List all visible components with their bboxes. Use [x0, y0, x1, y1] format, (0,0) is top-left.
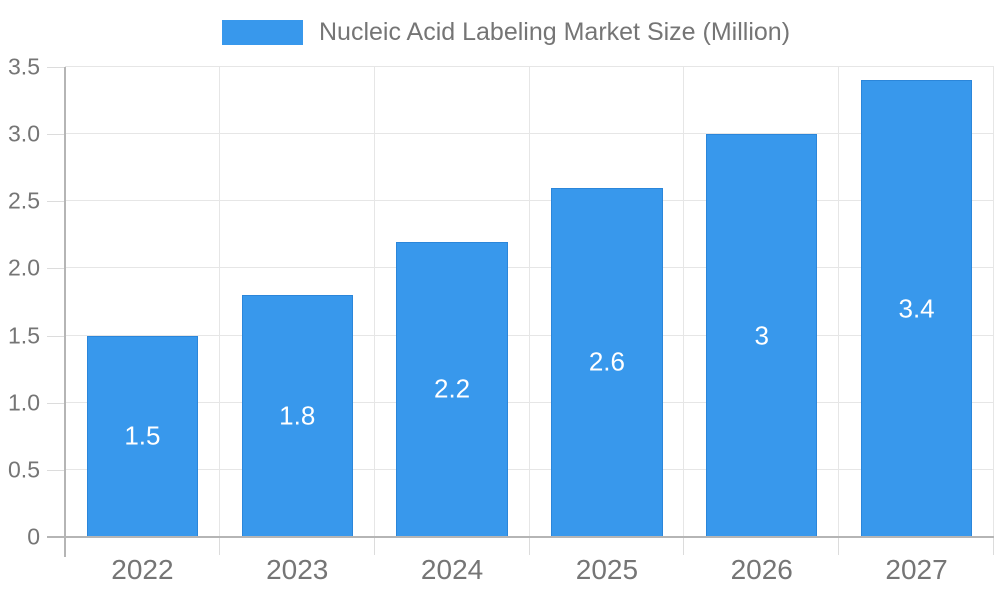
bar-value-label: 2.2 — [433, 373, 471, 404]
y-axis-line — [64, 67, 66, 557]
y-axis-tick — [47, 201, 65, 203]
x-axis-tick — [373, 538, 375, 555]
y-axis-labels: 0 0.5 1.0 1.5 2.0 2.5 3.0 3.5 — [0, 55, 40, 548]
y-axis-tick — [47, 335, 65, 337]
legend[interactable]: Nucleic Acid Labeling Market Size (Milli… — [222, 20, 790, 45]
legend-label: Nucleic Acid Labeling Market Size (Milli… — [319, 18, 791, 46]
legend-swatch — [222, 20, 303, 45]
gridline-vertical — [993, 67, 994, 537]
x-axis-tick — [683, 538, 685, 555]
gridline-vertical — [218, 67, 220, 537]
plot-area: 1.5 1.8 2.2 2.6 3 3.4 — [65, 66, 994, 537]
x-axis-labels: 2022 2023 2024 2025 2026 2027 — [65, 553, 994, 587]
gridline-vertical — [683, 67, 685, 537]
bar-value-label: 1.5 — [124, 420, 161, 451]
bar-value-label: 1.8 — [279, 400, 316, 431]
y-axis-tick — [47, 402, 65, 404]
x-axis-tick-label: 2027 — [885, 554, 948, 585]
bar-2022[interactable]: 1.5 — [86, 335, 199, 537]
x-axis-tick-label: 2026 — [730, 554, 793, 585]
bar-value-label: 3 — [754, 320, 769, 351]
bar-2026[interactable]: 3 — [706, 134, 818, 537]
y-axis-tick-label: 1.0 — [8, 389, 40, 416]
gridline-horizontal — [65, 133, 994, 135]
gridline-horizontal — [65, 200, 994, 202]
y-axis-tick-label: 2.5 — [8, 187, 40, 214]
y-axis-tick-label: 0.5 — [8, 456, 40, 483]
gridline-vertical — [838, 67, 840, 537]
x-axis-tick-label: 2022 — [111, 554, 174, 585]
bar-value-label: 2.6 — [588, 346, 625, 377]
bar-2023[interactable]: 1.8 — [241, 295, 353, 537]
x-axis-tick — [993, 538, 994, 555]
x-axis-tick — [218, 538, 220, 555]
x-axis-tick — [528, 538, 530, 555]
x-axis-tick-label: 2025 — [575, 554, 639, 585]
y-axis-tick-label: 1.5 — [8, 322, 40, 349]
y-axis-tick — [47, 67, 65, 68]
x-axis-tick-label: 2023 — [266, 554, 329, 585]
bar-value-label: 3.4 — [898, 293, 935, 324]
bar-2027[interactable]: 3.4 — [860, 80, 973, 537]
gridline-horizontal — [65, 401, 994, 403]
bar-2024[interactable]: 2.2 — [396, 241, 508, 537]
x-axis-ticks — [65, 538, 994, 555]
y-axis-tick — [47, 134, 65, 136]
gridline-horizontal — [65, 334, 994, 336]
y-axis-tick-label: 3.5 — [8, 53, 40, 80]
gridline-horizontal — [65, 66, 994, 67]
y-axis-tick — [47, 469, 65, 471]
x-axis-tick-label: 2024 — [420, 554, 484, 585]
gridline-vertical — [528, 67, 530, 537]
y-axis-ticks — [47, 67, 65, 537]
y-axis-tick — [47, 268, 65, 270]
gridline-vertical — [373, 67, 375, 537]
y-axis-tick-label: 0 — [27, 523, 40, 550]
bar-2025[interactable]: 2.6 — [551, 187, 663, 537]
x-axis-line — [47, 536, 994, 538]
gridline-horizontal — [65, 468, 994, 470]
y-axis-tick-label: 2.0 — [8, 254, 40, 281]
y-axis-tick-label: 3.0 — [8, 120, 40, 147]
x-axis-tick — [838, 538, 840, 555]
gridline-horizontal — [65, 267, 994, 269]
